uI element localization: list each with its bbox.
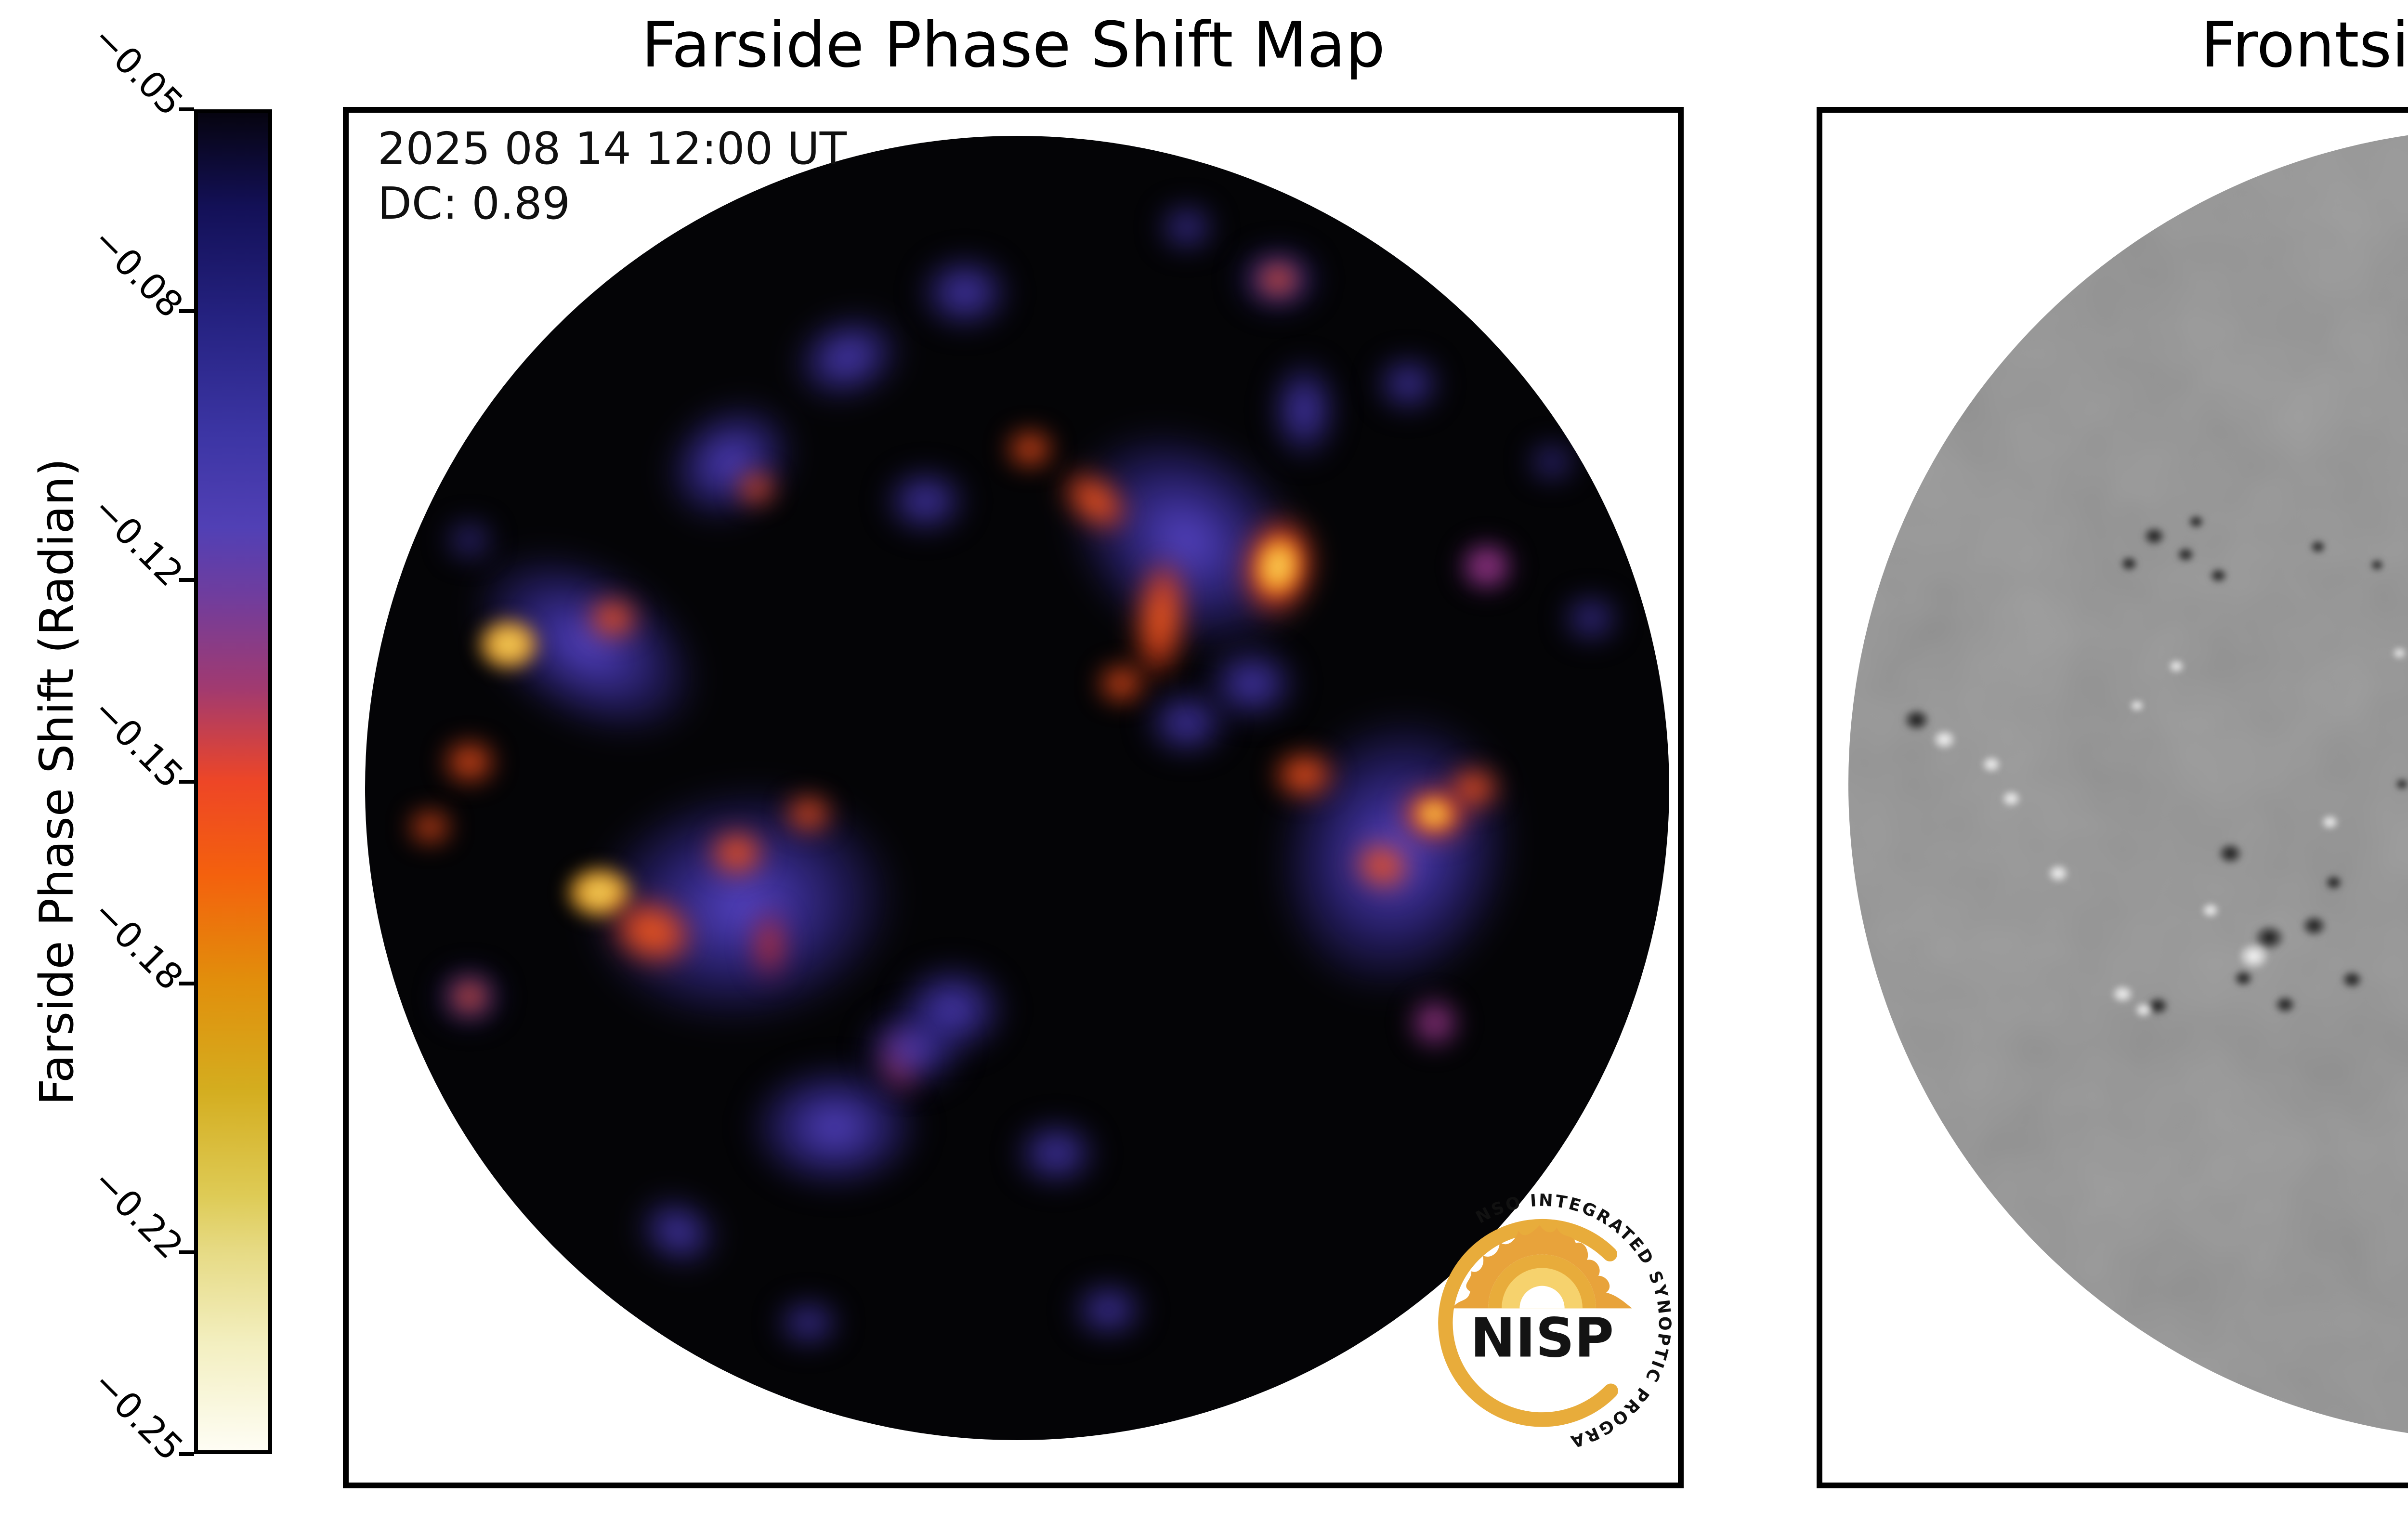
magnetogram-speckle <box>2164 656 2188 676</box>
farside-feature-blob <box>730 465 783 511</box>
colorbar-tick <box>179 1452 194 1456</box>
farside-feature-blob <box>1056 1270 1161 1349</box>
farside-feature-blob <box>1467 547 1506 586</box>
magnetogram-speckle <box>2316 811 2343 834</box>
magnetogram-speckle <box>2126 696 2148 715</box>
nisp-logo: NISP NSO INTEGRATED SYNOPTIC PROGRAM <box>1407 1186 1672 1451</box>
colorbar-tick <box>179 309 194 313</box>
magnetogram-speckle <box>2366 556 2388 574</box>
colorbar-tick <box>179 1250 194 1255</box>
farside-feature-blob <box>1248 256 1308 302</box>
logo-sun-flames <box>1452 1225 1632 1309</box>
farside-feature-blob <box>1519 435 1584 488</box>
farside-feature-blob <box>443 973 496 1020</box>
magnetogram-speckle <box>2116 552 2143 575</box>
magnetogram-speckle <box>2130 998 2157 1021</box>
colorbar-tick <box>179 981 194 985</box>
farside-feature-blob <box>401 804 460 850</box>
farside-feature-blob <box>743 892 796 997</box>
colorbar-tick-label: −0.25 <box>84 1362 191 1469</box>
magnetogram-speckle <box>2231 937 2277 975</box>
colorbar-tick-label: −0.12 <box>84 488 191 595</box>
magnetogram-noise-texture <box>1848 128 2408 1440</box>
farside-feature-blob <box>436 514 502 566</box>
magnetogram-speckle <box>2212 838 2249 869</box>
magnetogram-speckle <box>2295 910 2333 942</box>
observation-date: 2025 08 14 12:00 UT <box>378 123 847 174</box>
farside-feature-blob <box>466 608 551 681</box>
farside-feature-blob <box>997 422 1063 475</box>
farside-map-title: Farside Phase Shift Map <box>641 8 1386 81</box>
farside-feature-blob <box>900 240 1031 345</box>
colorbar-tick-label: −0.08 <box>84 219 191 326</box>
colorbar-gradient <box>194 109 272 1454</box>
magnetogram-speckle <box>2320 871 2347 894</box>
colorbar-tick <box>179 780 194 784</box>
farside-feature-blob <box>1552 586 1630 651</box>
magnetogram-speckle <box>2389 644 2408 662</box>
farside-feature-blob <box>605 1165 751 1298</box>
duty-cycle-value: DC: 0.89 <box>378 178 571 229</box>
timestamp-annotation: 2025 08 14 12:00 UT DC: 0.89 <box>378 121 847 231</box>
magnetogram-speckle <box>2172 543 2199 566</box>
magnetogram-speckle <box>2137 522 2171 551</box>
magnetogram-speckle <box>2197 899 2224 921</box>
farside-feature-blob <box>1147 194 1226 260</box>
magnetogram-speckle <box>2306 537 2330 557</box>
magnetogram-speckle <box>2336 966 2368 993</box>
colorbar-tick <box>179 107 194 111</box>
farside-feature-blob <box>841 990 985 1108</box>
logo-acronym: NISP <box>1470 1307 1614 1370</box>
farside-feature-blob <box>1261 742 1347 808</box>
colorbar-tick-label: −0.05 <box>84 17 191 124</box>
farside-feature-blob <box>1395 984 1474 1062</box>
farside-feature-blob <box>1362 344 1454 423</box>
farside-feature-blob <box>776 788 841 840</box>
magnetogram-speckle <box>1996 786 2026 811</box>
magnetogram-speckle <box>2391 775 2408 793</box>
logo-ring-arc <box>1438 1219 1646 1427</box>
colorbar-tick-label: −0.18 <box>84 892 191 998</box>
magnetogram-speckle <box>2269 991 2301 1018</box>
magnetogram-speckle <box>2184 512 2208 532</box>
farside-feature-blob <box>867 455 985 547</box>
logo-sun-core <box>1519 1286 1565 1309</box>
colorbar-axis-label: Farside Phase Shift (Radian) <box>30 458 84 1105</box>
farside-feature-blob <box>1258 338 1350 482</box>
frontside-map-title: Frontside Mag Map <box>2200 8 2408 81</box>
magnetogram-speckle <box>2205 564 2232 587</box>
magnetogram-speckle <box>1976 752 2006 777</box>
farside-feature-blob <box>697 820 776 886</box>
colorbar-tick-label: −0.22 <box>84 1160 191 1267</box>
farside-feature-blob <box>1438 759 1510 817</box>
farside-feature-blob <box>577 589 649 648</box>
magnetogram-speckle <box>1927 725 1962 754</box>
farside-feature-blob <box>762 1290 854 1355</box>
magnetogram-solar-disk <box>1848 128 2408 1440</box>
colorbar-tick <box>179 578 194 582</box>
farside-feature-blob <box>997 1107 1115 1199</box>
colorbar-tick-label: −0.15 <box>84 690 191 797</box>
magnetogram-speckle <box>2042 860 2074 887</box>
farside-solar-disk <box>365 136 1669 1440</box>
farside-feature-blob <box>433 732 506 791</box>
